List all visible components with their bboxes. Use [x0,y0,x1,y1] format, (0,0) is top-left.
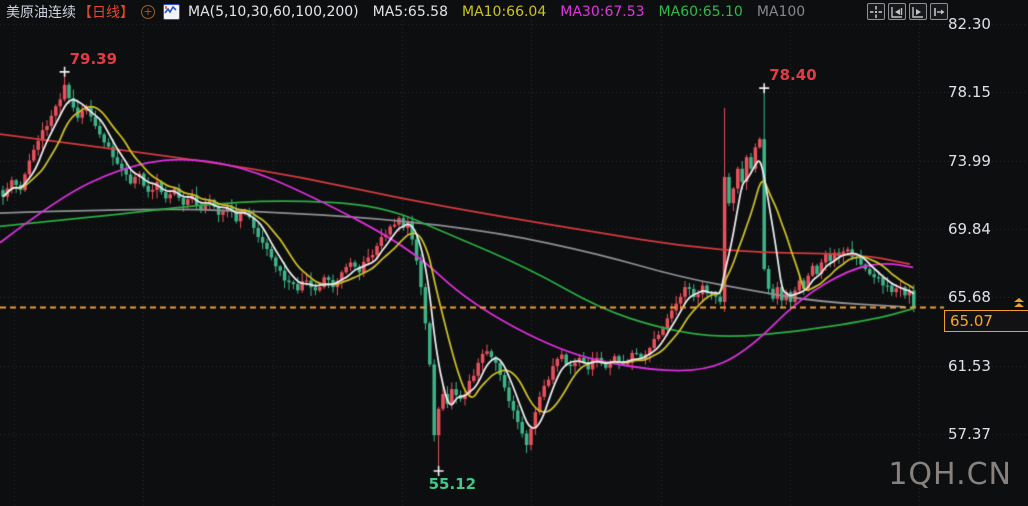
chart-header: 美原油连续 【日线】 + MA(5,10,30,60,100,200) MA5:… [6,2,805,22]
high-price-label-1: 79.39 [69,49,118,68]
double-up-arrow-icon [1014,297,1026,308]
y-axis-tick-label: 82.30 [948,15,991,33]
high-price-label-2: 78.40 [769,66,817,85]
kline-chart-icon[interactable] [163,4,180,20]
axis-pan-left-icon[interactable] [888,3,906,20]
ma-params-label: MA(5,10,30,60,100,200) [188,4,359,20]
ma10-legend: MA10:66.04 [461,4,547,20]
y-axis-tick-label: 73.99 [948,151,991,170]
last-price-readout: 65.07 [944,309,1028,332]
chart-toolbar [867,3,948,20]
y-axis-tick-label: 57.37 [948,425,991,443]
ma100-legend: MA100 [756,4,806,20]
axis-pan-right-icon[interactable] [909,3,927,20]
ma5-legend: MA5:65.58 [372,4,448,20]
low-price-label: 55.12 [428,475,477,493]
ma60-legend: MA60:65.10 [658,4,743,20]
instrument-title: 美原油连续 [6,5,76,21]
y-axis-tick-label: 69.84 [948,219,991,238]
jump-to-latest-icon[interactable] [930,3,948,20]
y-axis-tick-label: 78.15 [948,83,991,102]
ma30-legend: MA30:67.53 [560,4,645,20]
add-indicator-icon[interactable]: + [141,5,155,19]
watermark: 1QH.CN [888,457,1012,492]
period-selector[interactable]: 【日线】 [78,5,134,21]
y-axis-tick-label: 65.68 [948,288,991,307]
crosshair-icon[interactable] [867,3,885,20]
y-axis-tick-label: 61.53 [948,356,991,375]
